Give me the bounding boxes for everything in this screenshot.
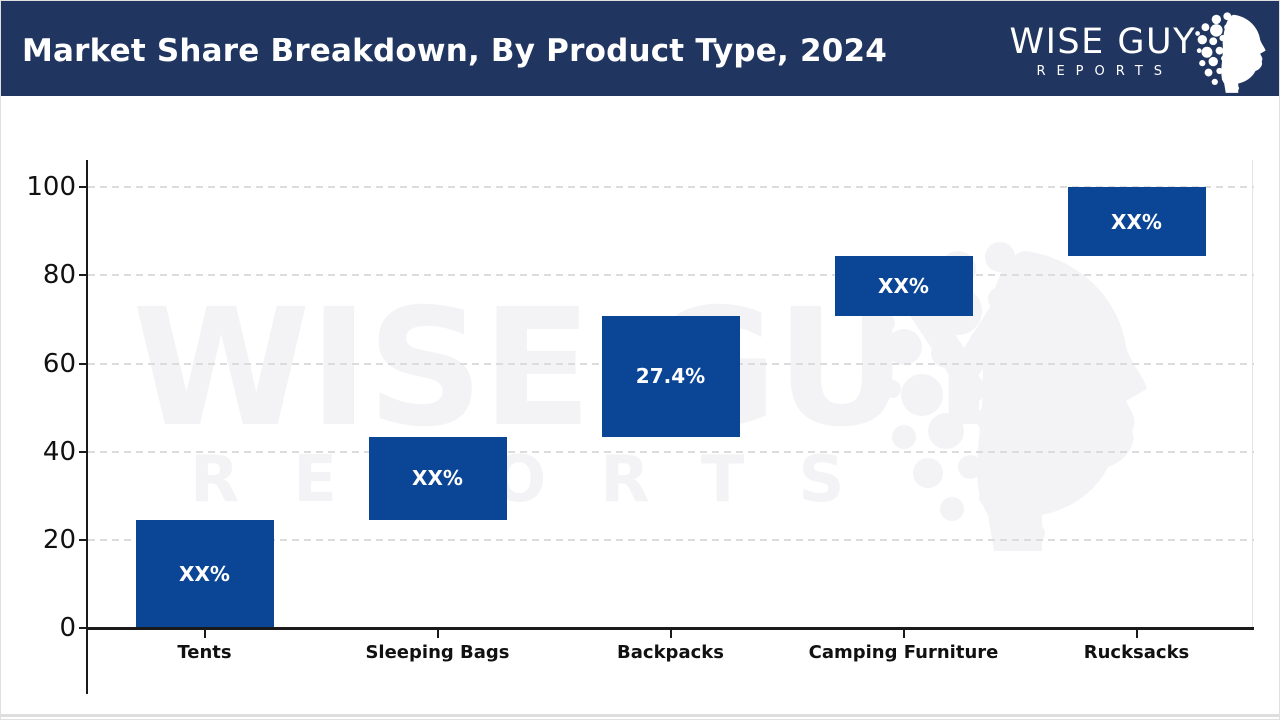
y-tick-label: 40 — [42, 436, 76, 467]
y-tick-label: 80 — [42, 260, 76, 291]
y-tick-label: 60 — [42, 348, 76, 379]
x-tick-label: Tents — [177, 642, 232, 663]
y-tick-mark — [79, 450, 88, 453]
dotted-head-icon — [1195, 12, 1266, 93]
bar-value-label: XX% — [878, 273, 929, 298]
y-tick-label: 20 — [42, 524, 76, 555]
gridline — [88, 538, 1254, 541]
x-tick-mark — [902, 629, 905, 638]
wise-guy-reports-logo: WISE GUY REPORTS — [1009, 6, 1266, 94]
bar — [368, 436, 507, 520]
gridline — [88, 186, 1254, 189]
chart-plot-area: 0 20 40 60 80 100 XX% Tents XX% Sleeping Bags 27.4… — [0, 96, 1280, 720]
y-tick-mark — [79, 186, 88, 189]
x-tick-mark — [203, 629, 206, 638]
x-tick-label: Sleeping Bags — [365, 642, 510, 663]
y-tick-mark — [79, 627, 88, 629]
bar — [135, 520, 274, 628]
x-axis-spine — [86, 627, 1254, 630]
x-tick-label: Rucksacks — [1083, 642, 1190, 663]
y-tick-mark — [79, 274, 88, 277]
x-tick-label: Backpacks — [617, 642, 724, 663]
x-tick-mark — [436, 629, 439, 638]
watermark-subtitle: REPORTS — [190, 443, 899, 517]
y-tick-label: 0 — [59, 613, 76, 643]
y-tick-mark — [79, 362, 88, 365]
right-spine — [1252, 160, 1253, 627]
bar — [834, 255, 973, 316]
page-title: Market Share Breakdown, By Product Type,… — [22, 33, 888, 69]
y-tick-mark — [79, 538, 88, 541]
gridline — [88, 450, 1254, 453]
logo-wordmark: WISE GUY — [1009, 22, 1196, 62]
bar-value-label: 27.4% — [635, 364, 706, 389]
y-tick-label: 100 — [26, 172, 76, 203]
bar-value-label: XX% — [179, 562, 230, 586]
logo-text: WISE GUY REPORTS — [1009, 24, 1196, 79]
x-tick-mark — [669, 629, 672, 638]
bar-value-label: XX% — [412, 466, 463, 491]
bar — [1067, 187, 1206, 256]
bar-value-label: XX% — [1111, 209, 1162, 234]
x-tick-label: Camping Furniture — [808, 642, 999, 663]
logo-subtitle: REPORTS — [1036, 63, 1174, 79]
bottom-divider — [0, 714, 1280, 717]
bar — [601, 315, 740, 437]
gridline — [88, 274, 1254, 277]
x-tick-mark — [1135, 629, 1138, 638]
header-band: Market Share Breakdown, By Product Type,… — [0, 0, 1280, 96]
y-axis-spine — [86, 160, 88, 694]
